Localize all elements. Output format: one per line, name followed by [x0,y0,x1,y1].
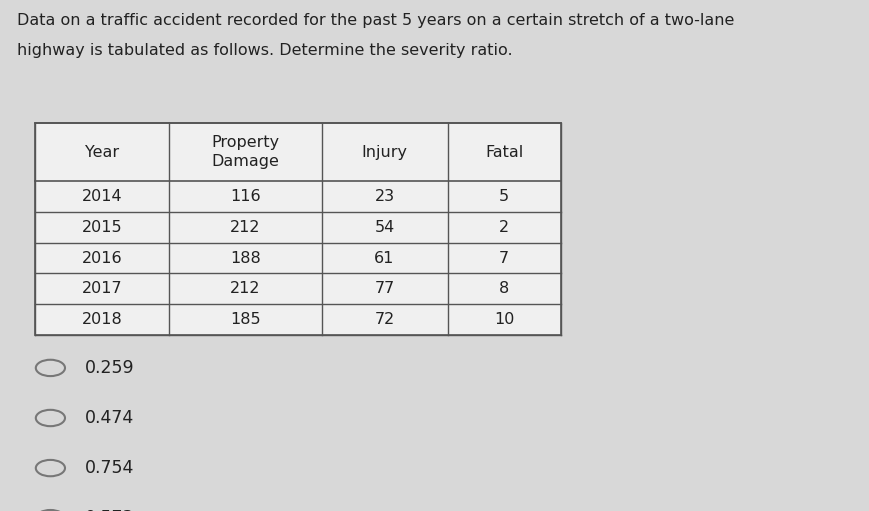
Text: 0.573: 0.573 [85,509,135,511]
Text: highway is tabulated as follows. Determine the severity ratio.: highway is tabulated as follows. Determi… [17,43,513,58]
Text: 8: 8 [499,281,509,296]
Text: Data on a traffic accident recorded for the past 5 years on a certain stretch of: Data on a traffic accident recorded for … [17,13,735,28]
Text: 7: 7 [499,250,509,266]
Text: 2: 2 [499,220,509,235]
Text: 2014: 2014 [82,189,123,204]
Text: 54: 54 [375,220,395,235]
Text: 2018: 2018 [82,312,123,327]
Text: 0.259: 0.259 [85,359,135,377]
Text: 10: 10 [494,312,514,327]
Text: 5: 5 [499,189,509,204]
Text: 0.754: 0.754 [85,459,135,477]
Text: Property
Damage: Property Damage [211,135,280,169]
FancyBboxPatch shape [35,123,561,335]
Text: 61: 61 [375,250,395,266]
Text: 2017: 2017 [82,281,123,296]
Text: 23: 23 [375,189,395,204]
Text: 188: 188 [230,250,261,266]
Text: Fatal: Fatal [485,145,523,159]
Text: 116: 116 [230,189,261,204]
Text: 0.474: 0.474 [85,409,135,427]
Text: 212: 212 [230,220,261,235]
Text: 72: 72 [375,312,395,327]
Text: Year: Year [85,145,119,159]
Text: 185: 185 [230,312,261,327]
Text: 2015: 2015 [82,220,123,235]
Text: 2016: 2016 [82,250,123,266]
Text: 77: 77 [375,281,395,296]
Text: Injury: Injury [362,145,408,159]
Text: 212: 212 [230,281,261,296]
